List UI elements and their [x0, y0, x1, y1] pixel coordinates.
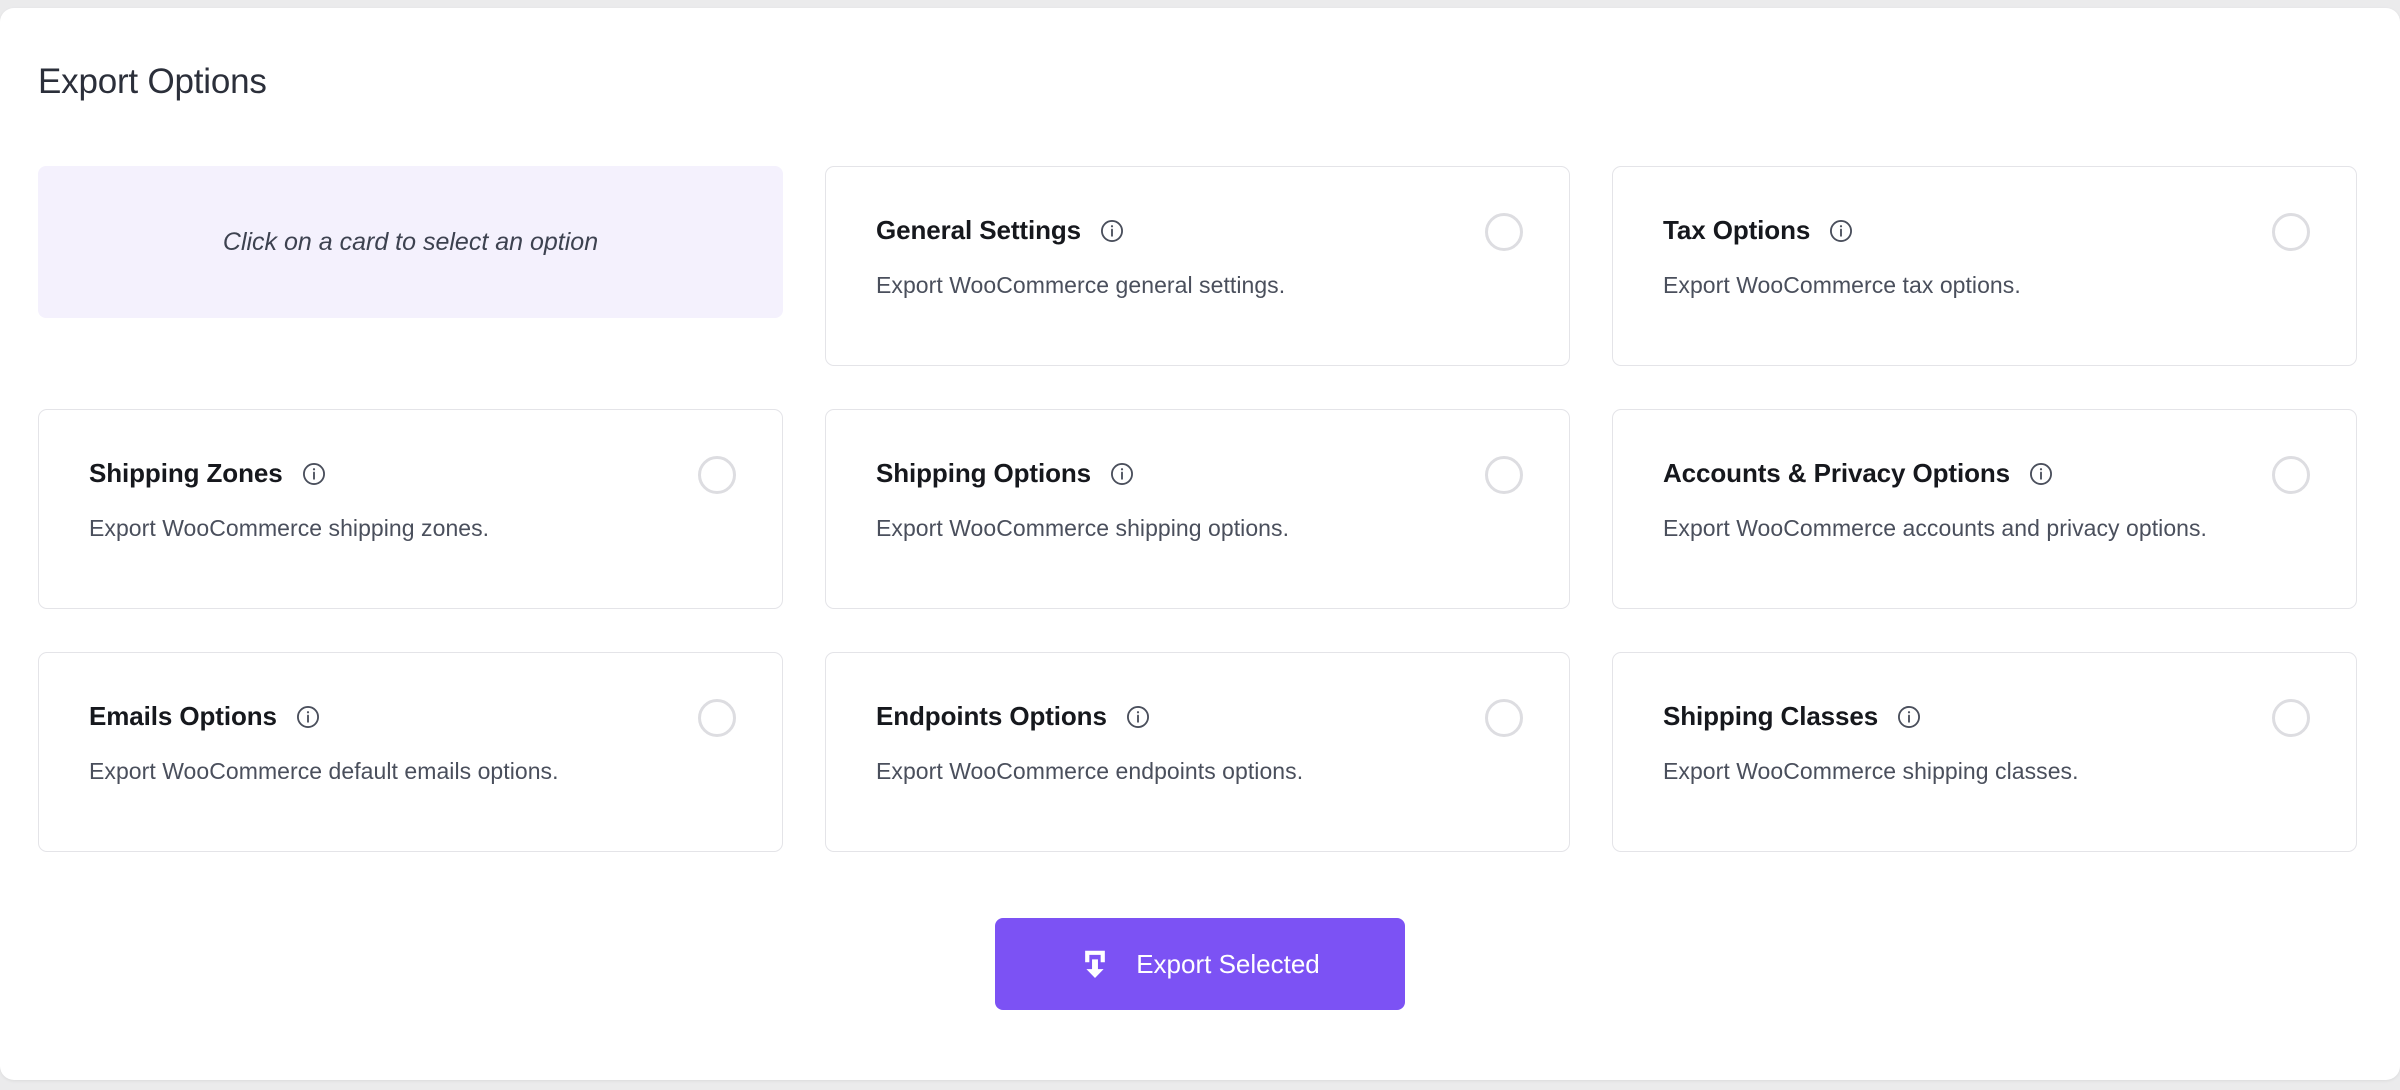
- info-circle-icon[interactable]: [301, 461, 327, 487]
- card-title: General Settings: [876, 215, 1082, 245]
- card-title: Tax Options: [1663, 215, 1811, 245]
- export-options-panel: Export Options Click on a card to select…: [0, 8, 2400, 1080]
- card-header: Endpoints Options: [876, 701, 1519, 732]
- card-description: Export WooCommerce tax options.: [1663, 272, 2021, 298]
- info-circle-icon[interactable]: [1125, 704, 1151, 730]
- export-option-card[interactable]: Endpoints Options Export WooCommerce end…: [825, 652, 1570, 852]
- info-circle-icon[interactable]: [2028, 461, 2054, 487]
- radio-unselected-icon[interactable]: [1485, 456, 1523, 494]
- page-title: Export Options: [38, 62, 267, 101]
- info-circle-icon[interactable]: [1109, 461, 1135, 487]
- export-option-card[interactable]: Tax Options Export WooCommerce tax optio…: [1612, 166, 2357, 366]
- export-options-grid: Click on a card to select an option Gene…: [38, 166, 2362, 852]
- radio-unselected-icon[interactable]: [2272, 213, 2310, 251]
- info-circle-icon[interactable]: [1099, 218, 1125, 244]
- selection-hint-text: Click on a card to select an option: [222, 227, 599, 256]
- card-description: Export WooCommerce accounts and privacy …: [1663, 515, 2207, 541]
- card-title: Shipping Classes: [1663, 701, 1879, 731]
- export-option-card[interactable]: Shipping Options Export WooCommerce ship…: [825, 409, 1570, 609]
- card-title: Emails Options: [89, 701, 277, 731]
- card-title: Endpoints Options: [876, 701, 1107, 731]
- card-description: Export WooCommerce shipping zones.: [89, 515, 490, 541]
- card-header: Tax Options: [1663, 215, 2306, 246]
- export-selected-label: Export Selected: [1136, 949, 1320, 979]
- footer-actions: Export Selected: [0, 918, 2400, 1010]
- card-description: Export WooCommerce general settings.: [876, 272, 1286, 298]
- radio-unselected-icon[interactable]: [2272, 699, 2310, 737]
- info-circle-icon[interactable]: [1896, 704, 1922, 730]
- radio-unselected-icon[interactable]: [698, 699, 736, 737]
- card-header: Shipping Options: [876, 458, 1519, 489]
- radio-unselected-icon[interactable]: [2272, 456, 2310, 494]
- card-description: Export WooCommerce default emails option…: [89, 758, 559, 784]
- export-option-card[interactable]: Emails Options Export WooCommerce defaul…: [38, 652, 783, 852]
- info-circle-icon[interactable]: [1828, 218, 1854, 244]
- info-circle-icon[interactable]: [295, 704, 321, 730]
- radio-unselected-icon[interactable]: [1485, 699, 1523, 737]
- export-option-card[interactable]: General Settings Export WooCommerce gene…: [825, 166, 1570, 366]
- card-description: Export WooCommerce shipping options.: [876, 515, 1290, 541]
- card-header: Emails Options: [89, 701, 732, 732]
- card-header: General Settings: [876, 215, 1519, 246]
- radio-unselected-icon[interactable]: [1485, 213, 1523, 251]
- card-header: Shipping Zones: [89, 458, 732, 489]
- card-title: Accounts & Privacy Options: [1663, 458, 2011, 488]
- export-download-icon: [1080, 948, 1110, 980]
- export-option-card[interactable]: Shipping Classes Export WooCommerce ship…: [1612, 652, 2357, 852]
- export-option-card[interactable]: Accounts & Privacy Options Export WooCom…: [1612, 409, 2357, 609]
- card-description: Export WooCommerce shipping classes.: [1663, 758, 2079, 784]
- card-title: Shipping Options: [876, 458, 1092, 488]
- radio-unselected-icon[interactable]: [698, 456, 736, 494]
- export-selected-button[interactable]: Export Selected: [995, 918, 1405, 1010]
- card-title: Shipping Zones: [89, 458, 283, 488]
- card-description: Export WooCommerce endpoints options.: [876, 758, 1304, 784]
- export-option-card[interactable]: Shipping Zones Export WooCommerce shippi…: [38, 409, 783, 609]
- selection-hint-box: Click on a card to select an option: [38, 166, 783, 318]
- card-header: Shipping Classes: [1663, 701, 2306, 732]
- card-header: Accounts & Privacy Options: [1663, 458, 2306, 489]
